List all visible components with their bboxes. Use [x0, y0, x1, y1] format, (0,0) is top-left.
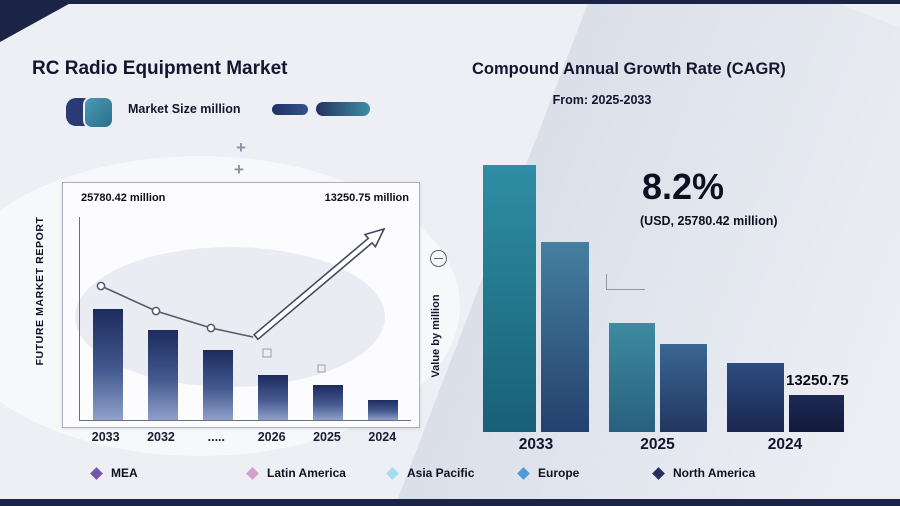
x-label: 2025 — [640, 436, 675, 453]
right-side-caption: Value by million — [430, 294, 442, 378]
left-side-caption: FUTURE MARKET REPORT — [34, 216, 46, 366]
bar — [609, 322, 655, 432]
x-label: 2032 — [147, 430, 175, 444]
step-line-decor — [606, 274, 645, 290]
x-label: ..... — [207, 430, 225, 444]
bar — [483, 165, 536, 432]
legend-diamond — [90, 466, 103, 480]
bar-group-2024 — [727, 362, 844, 432]
bar — [789, 394, 844, 432]
legend-item-mea: MEA — [90, 466, 138, 480]
right-chart-title: Compound Annual Growth Rate (CAGR) — [472, 60, 786, 78]
top-border-bar — [0, 0, 900, 4]
x-label: 2024 — [368, 430, 397, 444]
pill-decor-large — [316, 102, 370, 116]
annotation-right-value: 13250.75 million — [324, 192, 409, 204]
icon-shape-teal — [83, 96, 114, 129]
bar — [541, 242, 589, 432]
bar — [660, 343, 707, 432]
left-chart-panel: 25780.42 million 13250.75 million — [62, 182, 420, 428]
legend-label: MEA — [111, 466, 138, 480]
cagr-value: 8.2% — [642, 166, 725, 207]
pill-decor-small — [272, 104, 308, 115]
annotation-left-value: 25780.42 million — [81, 192, 166, 204]
legend-item-europe: Europe — [517, 466, 580, 480]
legend-diamond — [386, 466, 399, 480]
bar — [313, 384, 344, 420]
bar — [727, 362, 784, 432]
x-label: 2033 — [91, 430, 120, 444]
x-label: 2025 — [313, 430, 341, 444]
bar-group-2025 — [609, 322, 707, 432]
legend-label: Europe — [538, 466, 580, 480]
bar — [202, 350, 233, 420]
market-size-icon — [66, 96, 118, 129]
legend-diamond — [652, 466, 665, 480]
legend-item-north-america: North America — [652, 466, 756, 480]
legend-diamond — [246, 466, 259, 480]
legend-label: Asia Pacific — [407, 466, 475, 480]
cagr-note: (USD, 25780.42 million) — [640, 214, 778, 228]
plus-icon: + — [234, 160, 244, 179]
left-x-axis-labels: 2033 2032 ..... 2026 2025 2024 — [78, 430, 410, 444]
bar — [92, 309, 123, 420]
legend-item-asia-pacific: Asia Pacific — [386, 466, 475, 480]
right-chart-value-label: 13250.75 — [786, 372, 849, 389]
left-chart-plot-area — [79, 217, 411, 421]
legend-item-latin-america: Latin America — [246, 466, 346, 480]
right-chart-subtitle: From: 2025-2033 — [552, 93, 652, 107]
plus-icon: + — [236, 138, 246, 157]
bottom-border-bar — [0, 499, 900, 506]
legend-label: North America — [673, 466, 756, 480]
bar — [368, 400, 399, 420]
circle-minus-icon — [430, 250, 447, 267]
legend-diamond — [517, 466, 530, 480]
corner-triangle-decor — [0, 0, 76, 42]
bar-group-2033 — [483, 165, 589, 432]
x-label: 2024 — [767, 436, 803, 453]
legend-label: Latin America — [267, 466, 346, 480]
x-label: 2033 — [518, 436, 554, 453]
left-chart-title: RC Radio Equipment Market — [32, 58, 288, 79]
market-size-legend-label: Market Size million — [128, 102, 241, 116]
x-label: 2026 — [257, 430, 286, 444]
bar — [258, 374, 289, 420]
bar — [147, 330, 178, 420]
